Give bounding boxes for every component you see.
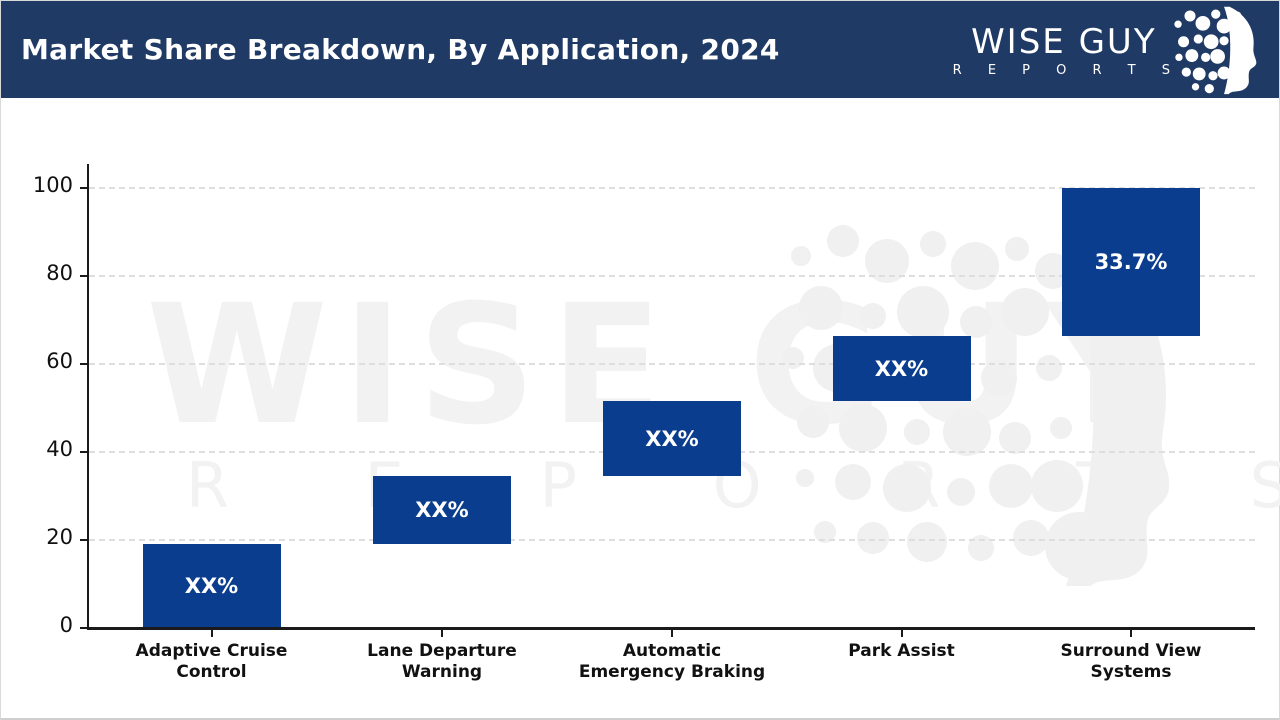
y-axis-tick-label: 100: [32, 173, 73, 197]
bar-segment-2: XX%: [603, 401, 741, 476]
y-tick-mark: [80, 627, 89, 629]
y-tick-mark: [80, 363, 89, 365]
wiseguy-logo-subtitle: R E P O R T S: [952, 62, 1181, 78]
bar-segment-1: XX%: [373, 475, 511, 544]
x-axis-label-line: Emergency Braking: [578, 662, 766, 682]
wiseguy-head-icon: [1174, 6, 1257, 94]
y-axis-tick-label: 0: [59, 613, 73, 637]
x-axis-label-line: Automatic: [622, 641, 722, 661]
x-axis-category-label: Park Assist: [787, 641, 1017, 662]
y-tick-mark: [80, 539, 89, 541]
x-tick-mark: [441, 629, 443, 637]
bar-segment-4: 33.7%: [1062, 188, 1200, 337]
y-tick-mark: [80, 275, 89, 277]
x-axis-category-label: Automatic Emergency Braking: [557, 641, 787, 683]
x-axis-category-label: Surround View Systems: [1016, 641, 1246, 683]
bar-value-label: 33.7%: [1094, 250, 1168, 275]
x-axis-label-line: Systems: [1090, 662, 1172, 682]
y-axis-line: [87, 164, 89, 629]
bar-value-label: XX%: [645, 426, 699, 451]
x-tick-mark: [671, 629, 673, 637]
bar-value-label: XX%: [874, 356, 929, 381]
x-tick-mark: [210, 629, 213, 637]
page-title: Market Share Breakdown, By Application, …: [21, 33, 780, 66]
bar-segment-0: XX%: [142, 543, 281, 628]
x-axis-category-label: Adaptive Cruise Control: [97, 641, 327, 683]
wiseguy-logo-text: WISE GUY R E P O R T S: [947, 22, 1181, 78]
x-axis-category-label: Lane Departure Warning: [327, 641, 557, 683]
bar-segment-3: XX%: [832, 336, 971, 402]
gridline-100: [89, 187, 1255, 189]
gridline-80: [89, 275, 1255, 277]
x-axis-label-line: Park Assist: [848, 641, 955, 661]
y-tick-mark: [80, 451, 89, 453]
y-axis-tick-label: 20: [46, 525, 73, 549]
y-tick-mark: [80, 187, 89, 189]
y-axis-tick-label: 60: [46, 349, 73, 373]
x-axis-line: [87, 627, 1255, 630]
x-axis-label-line: Surround View: [1060, 641, 1202, 661]
wiseguy-logo-wordmark: WISE GUY: [971, 21, 1157, 62]
bar-value-label: XX%: [415, 497, 469, 522]
x-tick-mark: [1130, 629, 1132, 637]
x-axis-label-line: Control: [176, 662, 247, 682]
x-axis-label-line: Adaptive Cruise: [135, 641, 288, 661]
header-bar: Market Share Breakdown, By Application, …: [1, 1, 1279, 98]
x-axis-label-line: Lane Departure: [367, 641, 517, 661]
x-axis-label-line: Warning: [401, 662, 483, 682]
bar-value-label: XX%: [184, 573, 239, 598]
x-tick-mark: [900, 629, 903, 637]
y-axis-tick-label: 40: [46, 437, 73, 461]
wiseguy-logo: WISE GUY R E P O R T S: [947, 4, 1259, 96]
gridline-60: [89, 363, 1255, 365]
y-axis-tick-label: 80: [46, 261, 73, 285]
gridline-20: [89, 539, 1255, 541]
